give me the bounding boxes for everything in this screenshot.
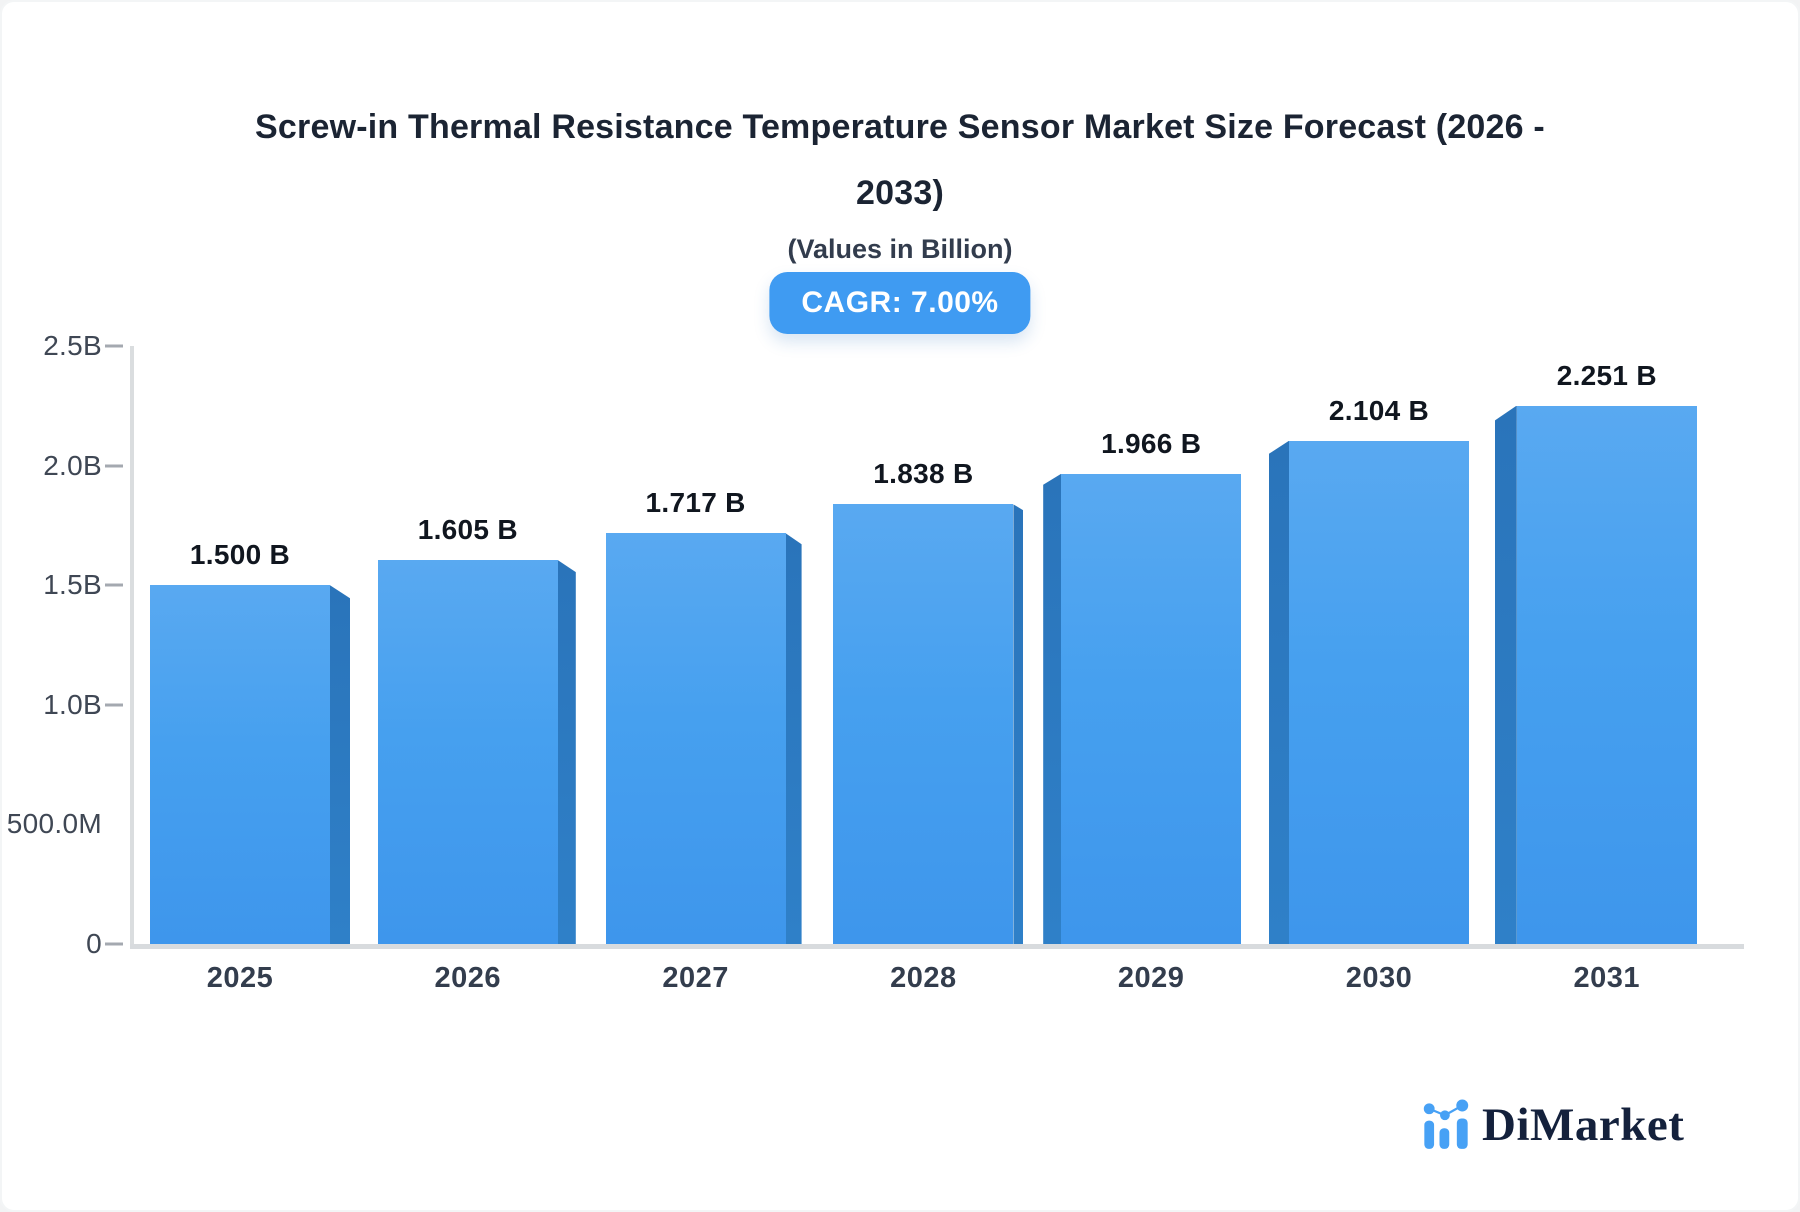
bar-value-label: 1.838 B <box>873 458 974 490</box>
bar-3d-side <box>1013 504 1024 944</box>
x-axis-label-2025: 2025 <box>206 962 274 994</box>
x-axis-label-2026: 2026 <box>434 962 502 994</box>
x-axis-label-2028: 2028 <box>890 962 957 994</box>
bar-3d-side <box>1269 440 1289 944</box>
bar-value-label: 2.104 B <box>1328 394 1430 426</box>
y-tick-dash <box>105 942 123 946</box>
bar-2025[interactable] <box>150 585 330 944</box>
bar-value-label: 1.717 B <box>645 487 746 519</box>
bar-3d-side <box>557 560 576 944</box>
x-axis-label-2031: 2031 <box>1573 962 1641 994</box>
bar-3d-side <box>1494 405 1517 944</box>
y-tick-dash <box>105 464 123 468</box>
bar-2027[interactable] <box>605 533 786 944</box>
bar-2026[interactable] <box>377 560 558 944</box>
y-tick-label: 1.5B <box>43 569 102 601</box>
bar-value-label: 1.966 B <box>1101 427 1202 459</box>
y-tick-label: 2.5B <box>43 330 102 361</box>
bar-3d-side <box>785 533 802 944</box>
chart-title-line1: Screw-in Thermal Resistance Temperature … <box>255 108 1545 146</box>
x-axis-label-2029: 2029 <box>1117 962 1185 994</box>
bar-value-label: 1.500 B <box>189 539 291 571</box>
brand-logo: DiMarket <box>1422 1098 1684 1152</box>
bar-2028[interactable] <box>833 504 1014 944</box>
y-tick-label: 500.0M <box>6 808 102 840</box>
chart-title: Screw-in Thermal Resistance Temperature … <box>150 94 1650 226</box>
bar-2029[interactable] <box>1061 473 1242 944</box>
x-axis-line <box>130 944 1744 949</box>
bar-value-label: 2.251 B <box>1556 359 1657 391</box>
y-tick-dash <box>105 344 123 348</box>
y-tick-dash <box>105 703 123 707</box>
cagr-badge: CAGR: 7.00% <box>769 272 1031 334</box>
y-tick-label: 2.0B <box>43 449 102 481</box>
chart-subtitle: (Values in Billion) <box>787 234 1013 264</box>
y-tick-label: 1.0B <box>43 688 102 720</box>
bar-3d-side <box>330 585 350 944</box>
y-tick-dash <box>105 583 123 587</box>
x-axis-label-2027: 2027 <box>662 962 729 994</box>
x-axis-label-2030: 2030 <box>1345 962 1413 994</box>
mini-bar-chart-icon <box>1423 1099 1469 1149</box>
bar-3d-side <box>1043 473 1062 944</box>
bar-2031[interactable] <box>1516 405 1697 944</box>
chart-title-line2: 2033) <box>856 174 944 212</box>
brand-name: DiMarket <box>1482 1099 1685 1151</box>
bar-value-label: 1.605 B <box>417 514 518 546</box>
y-axis-line <box>130 346 134 949</box>
bar-2030[interactable] <box>1289 440 1469 944</box>
y-tick-label: 0 <box>86 928 102 959</box>
